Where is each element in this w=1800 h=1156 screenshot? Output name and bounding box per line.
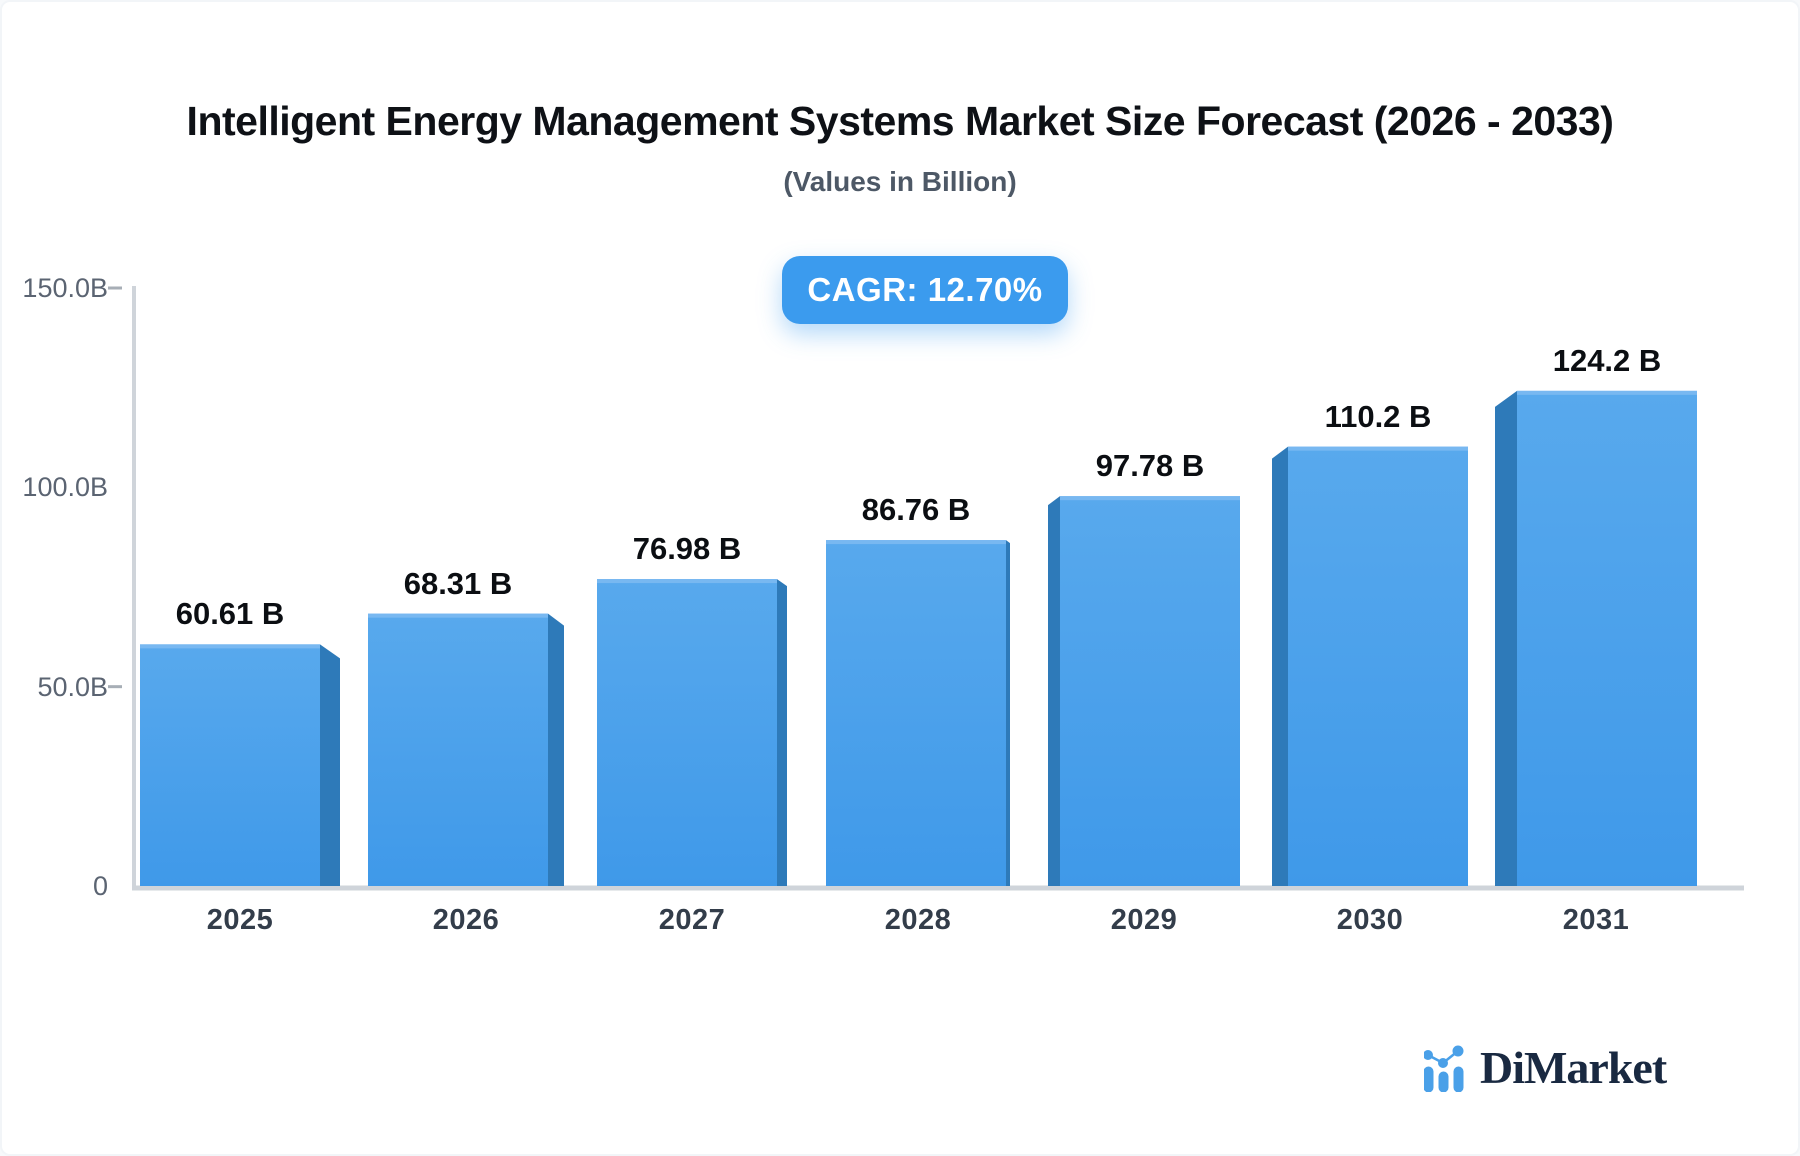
bar-2030 (1272, 446, 1468, 886)
bar-value-label: 60.61 B (175, 596, 285, 632)
bar-side-face (1272, 446, 1288, 886)
mini-bar-chart-icon (1424, 1045, 1464, 1092)
y-axis-label: 50.0B (37, 671, 108, 702)
bar-front-face (368, 613, 548, 886)
x-axis-label: 2029 (1110, 904, 1178, 936)
bar-front-face (826, 540, 1006, 886)
bar-side-face (320, 644, 340, 886)
bars (140, 390, 1697, 886)
bar-side-face (1006, 540, 1010, 886)
bar-value-label: 124.2 B (1552, 342, 1662, 378)
bar-2025 (140, 644, 340, 886)
cagr-badge: CAGR: 12.70% (782, 256, 1068, 324)
bar-side-face (1495, 390, 1517, 886)
bar-top-highlight (1060, 496, 1240, 501)
x-axis-label: 2025 (206, 904, 274, 936)
bar-2026 (368, 613, 564, 886)
bar-top-highlight (597, 579, 777, 584)
logo: DiMarket (1424, 1042, 1667, 1093)
bar-value-label: 86.76 B (861, 492, 971, 528)
bar-value-label: 76.98 B (632, 531, 742, 567)
bar-side-face (777, 579, 787, 886)
axes (108, 286, 1744, 891)
x-axis-label: 2030 (1336, 904, 1404, 936)
bar-top-highlight (826, 540, 1006, 545)
x-axis-label: 2027 (658, 904, 726, 936)
bar-side-face (548, 613, 564, 886)
bar-2027 (597, 579, 787, 886)
page-subtitle: (Values in Billion) (783, 166, 1017, 197)
bar-front-face (597, 579, 777, 886)
bar-front-face (1060, 496, 1240, 886)
page-title: Intelligent Energy Management Systems Ma… (186, 98, 1614, 144)
y-axis-label: 0 (92, 871, 108, 901)
bar-top-highlight (1288, 446, 1468, 451)
bar-top-highlight (1517, 390, 1697, 395)
bar-top-highlight (140, 644, 320, 649)
bar-2029 (1048, 496, 1240, 886)
bar-front-face (1288, 446, 1468, 886)
x-axis-label: 2031 (1562, 904, 1630, 936)
bar-2028 (826, 540, 1010, 886)
bar-front-face (140, 644, 320, 886)
x-axis-label: 2026 (432, 904, 500, 936)
bar-front-face (1517, 390, 1697, 886)
bar-side-face (1048, 496, 1060, 886)
bar-2031 (1495, 390, 1697, 886)
y-axis-label: 100.0B (22, 472, 108, 503)
bar-value-label: 97.78 B (1095, 448, 1205, 484)
bar-value-label: 68.31 B (403, 565, 513, 601)
bar-value-label: 110.2 B (1324, 398, 1432, 434)
y-axis-label: 150.0B (22, 273, 108, 303)
x-axis-label: 2028 (884, 904, 952, 936)
logo-text: DiMarket (1480, 1042, 1667, 1093)
bar-top-highlight (368, 613, 548, 618)
